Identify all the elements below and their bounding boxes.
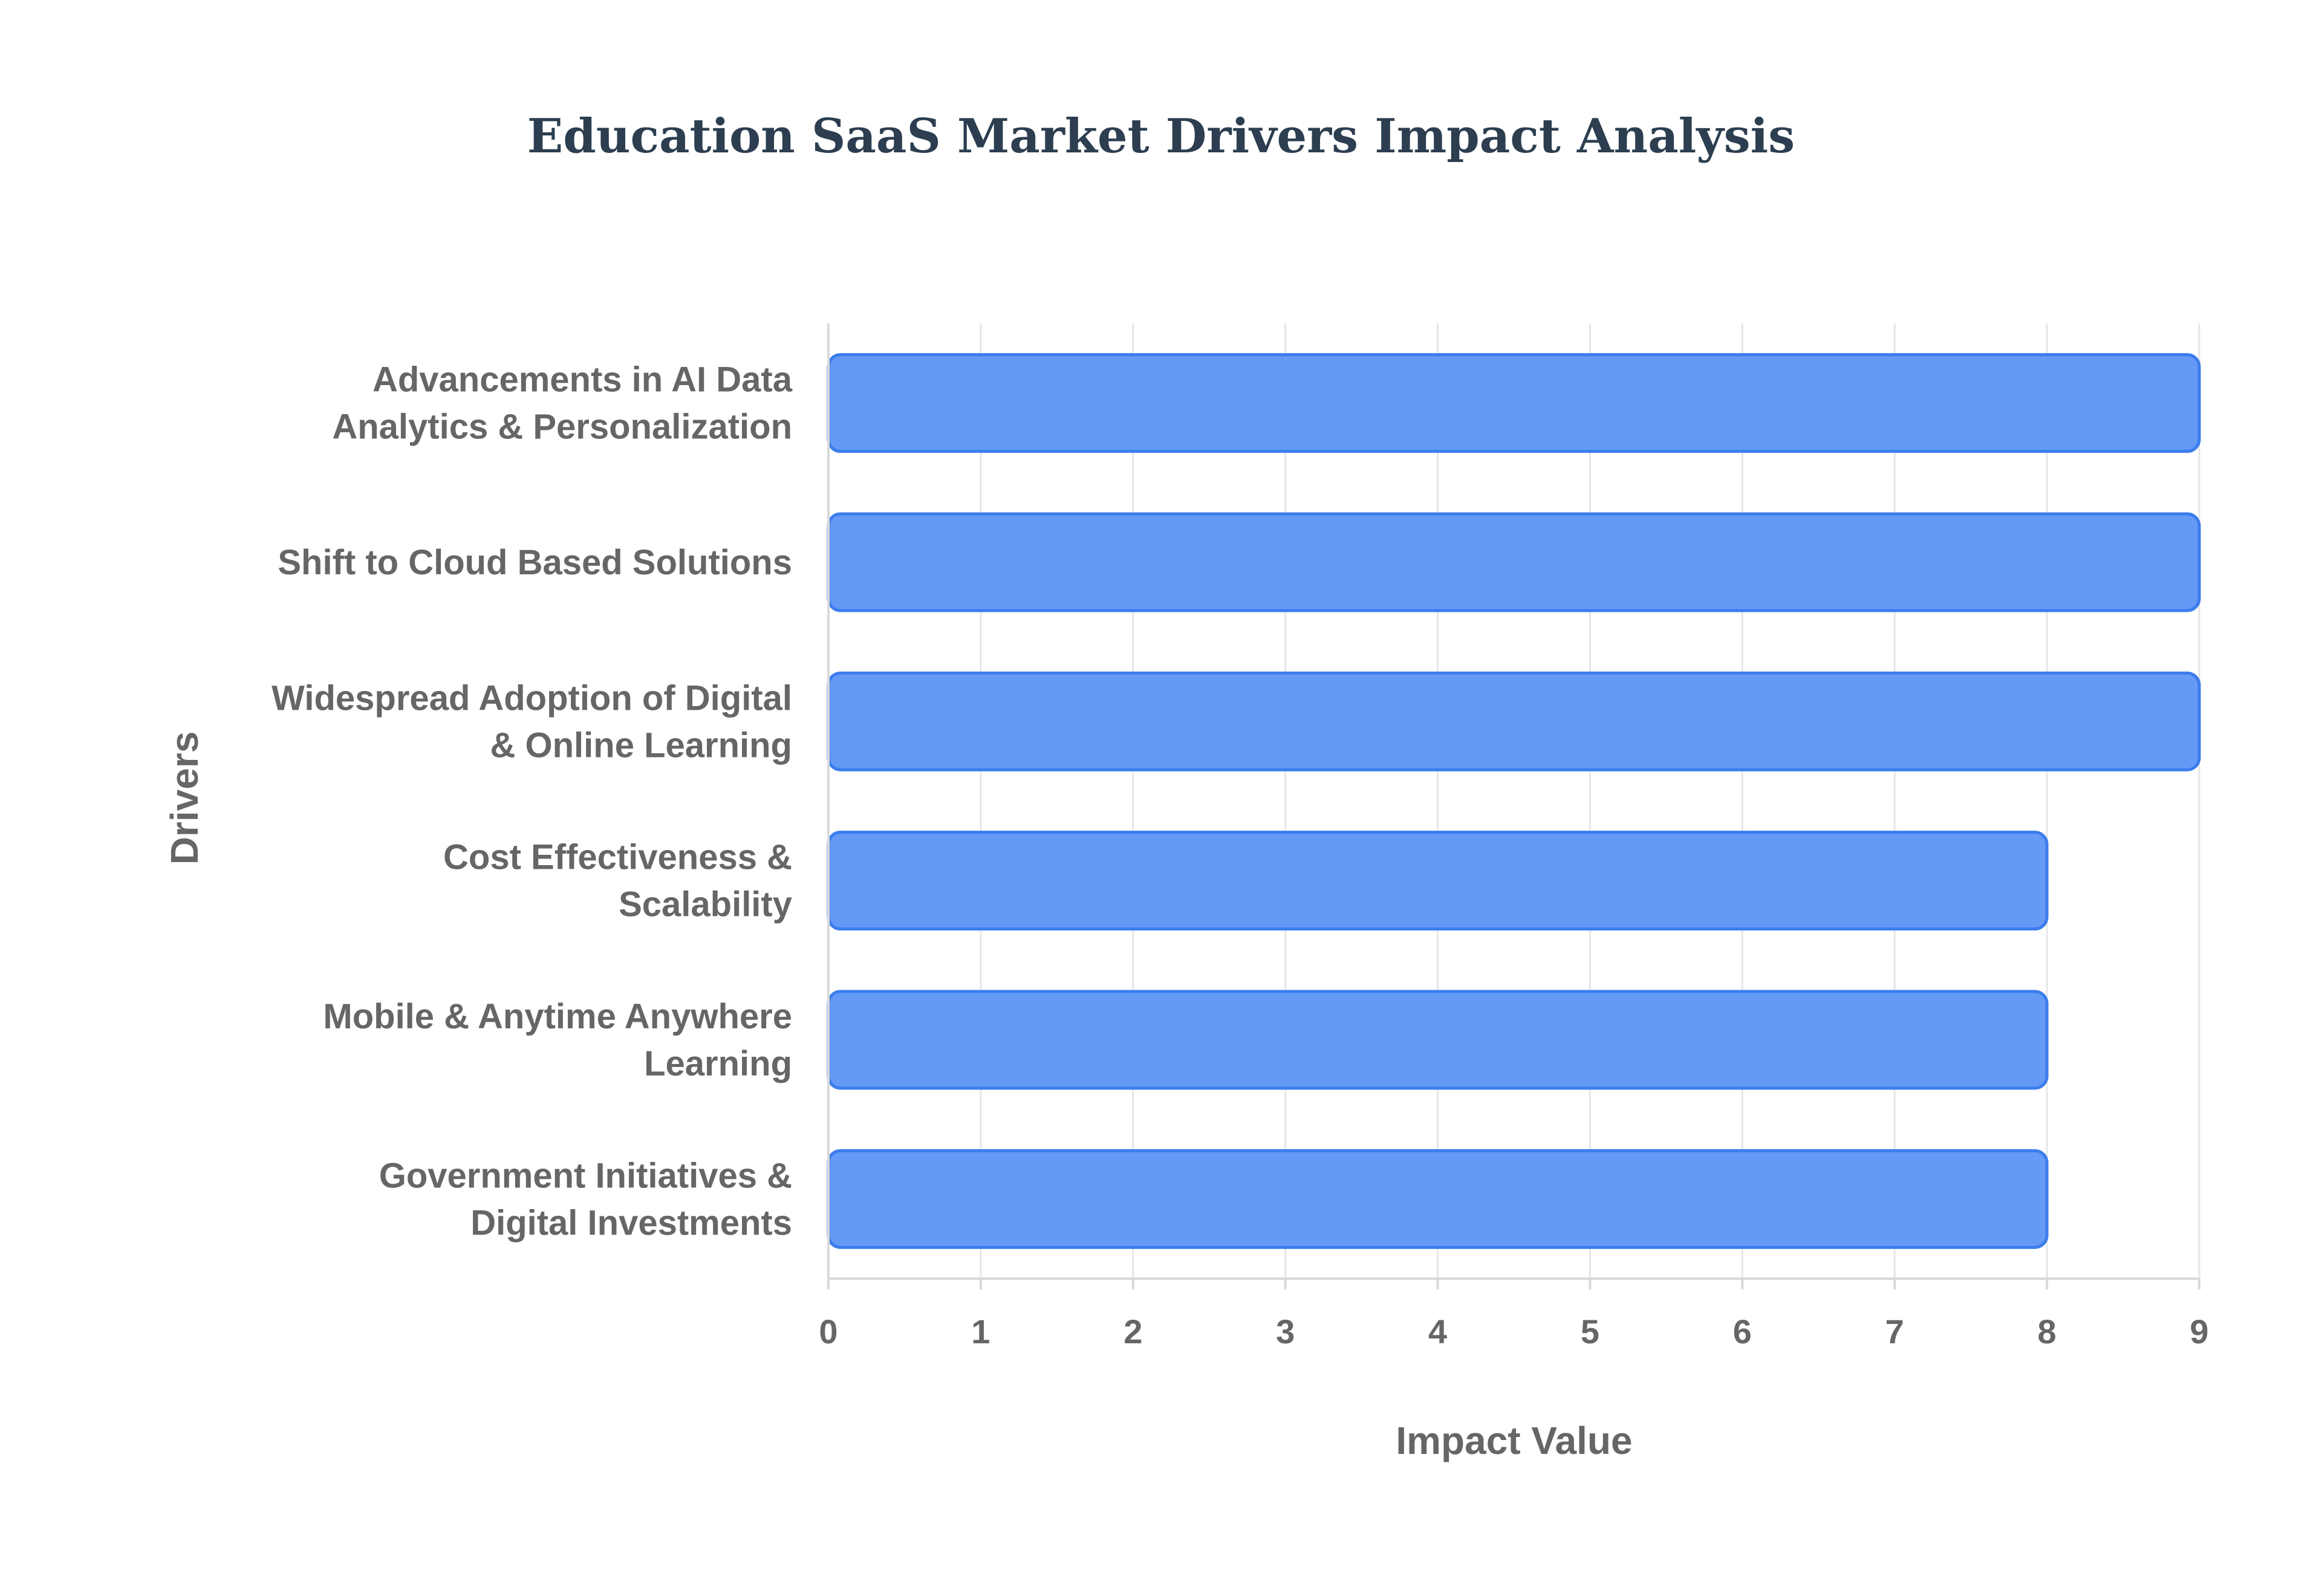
category-label-line: Government Initiatives & xyxy=(379,1156,792,1195)
x-tick-labels: 0 1 2 3 4 5 6 7 8 9 xyxy=(819,1312,2208,1351)
category-label: Cost Effectiveness & Scalability xyxy=(443,838,792,924)
x-tick-label: 1 xyxy=(971,1312,990,1351)
x-tick-label: 5 xyxy=(1581,1312,1599,1351)
x-tick-label: 6 xyxy=(1733,1312,1752,1351)
x-tick-label: 3 xyxy=(1276,1312,1295,1351)
category-label-line: & Online Learning xyxy=(490,725,793,765)
bar xyxy=(827,990,2049,1090)
category-label-line: Digital Investments xyxy=(470,1203,792,1242)
y-axis-title: Drivers xyxy=(163,731,206,865)
x-tick-label: 8 xyxy=(2038,1312,2057,1351)
category-label-line: Mobile & Anytime Anywhere xyxy=(323,997,792,1036)
x-tick-label: 2 xyxy=(1124,1312,1142,1351)
x-tick-label: 0 xyxy=(819,1312,837,1351)
x-tick-label: 4 xyxy=(1428,1312,1447,1351)
bars xyxy=(827,353,2201,1249)
chart-title: Education SaaS Market Drivers Impact Ana… xyxy=(527,109,1795,164)
bar xyxy=(827,1149,2049,1249)
x-tick-label: 9 xyxy=(2190,1312,2208,1351)
gridlines xyxy=(980,323,2200,1279)
category-label-line: Scalability xyxy=(619,885,792,924)
bar xyxy=(827,831,2049,931)
category-label-line: Cost Effectiveness & xyxy=(443,838,792,877)
category-label-line: Learning xyxy=(644,1044,792,1083)
x-axis-title: Impact Value xyxy=(1396,1419,1632,1462)
bar xyxy=(827,671,2201,771)
x-tick-label: 7 xyxy=(1885,1312,1904,1351)
category-label: Mobile & Anytime Anywhere Learning xyxy=(323,997,792,1083)
category-label: Government Initiatives & Digital Investme… xyxy=(379,1156,792,1242)
category-label-line: Widespread Adoption of Digital xyxy=(272,678,792,718)
category-label: Shift to Cloud Based Solutions xyxy=(278,543,792,582)
category-label: Widespread Adoption of Digital & Online L… xyxy=(272,678,792,765)
category-label: Advancements in AI Data Analytics & Perso… xyxy=(332,360,792,447)
category-label-line: Analytics & Personalization xyxy=(332,407,792,447)
bar xyxy=(827,353,2201,453)
category-label-line: Advancements in AI Data xyxy=(372,360,793,400)
bar xyxy=(827,512,2201,612)
category-labels: Advancements in AI Data Analytics & Perso… xyxy=(272,360,793,1243)
category-label-line: Shift to Cloud Based Solutions xyxy=(278,543,792,582)
axes xyxy=(827,323,2200,1289)
